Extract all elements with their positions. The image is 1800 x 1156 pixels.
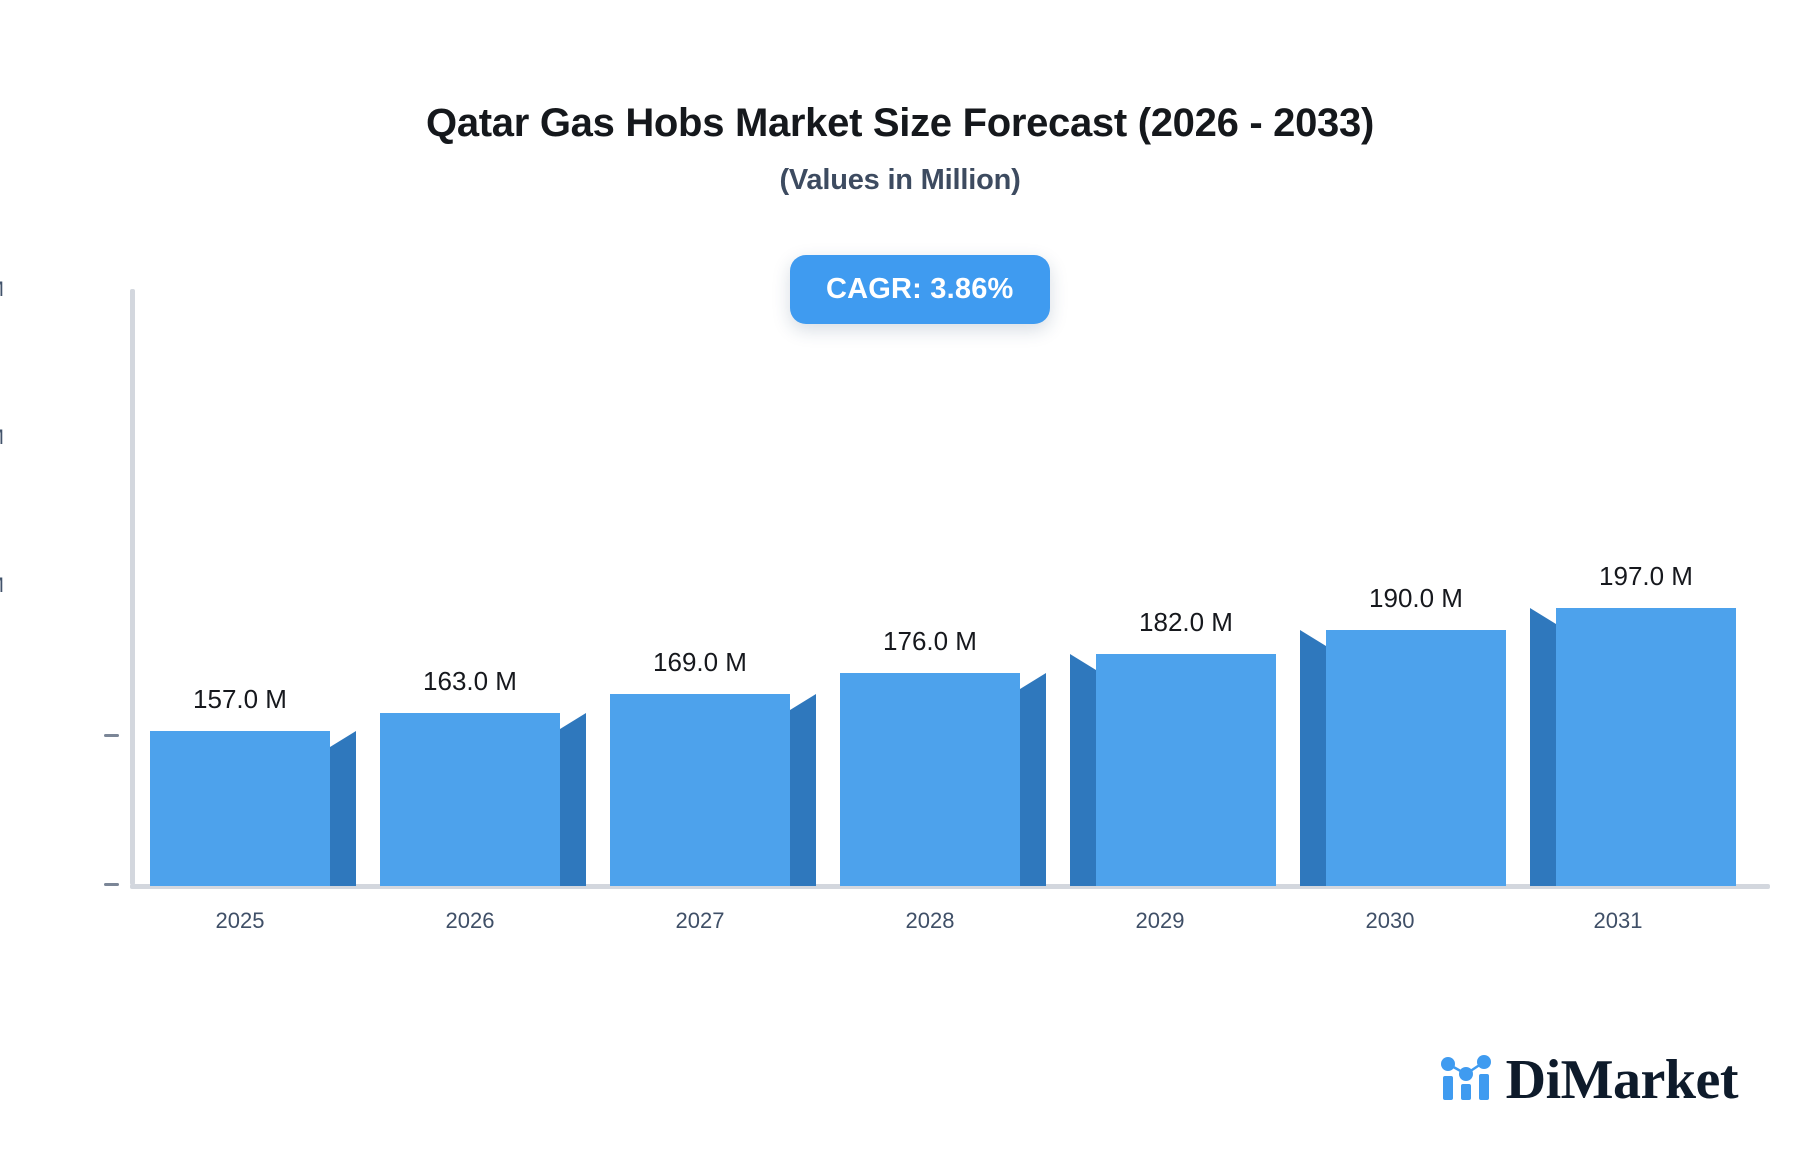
bar-front-face xyxy=(840,673,1020,886)
bar-value-label: 163.0 M xyxy=(423,666,517,696)
y-axis-tick-100: 100.0M xyxy=(0,574,122,597)
bar-front-face xyxy=(1096,654,1276,886)
bar-chart-dots-icon xyxy=(1440,1054,1492,1107)
bar-side-face xyxy=(330,731,356,886)
y-axis-tick-150: 150.0M xyxy=(0,426,122,449)
x-axis-label-2026: 2026 xyxy=(445,908,495,933)
y-axis-tick-mark xyxy=(104,883,119,886)
bar-front-face xyxy=(380,713,560,886)
bar-side-face xyxy=(1020,673,1046,886)
x-axis-label-2025: 2025 xyxy=(215,908,265,933)
x-axis-label-2028: 2028 xyxy=(905,908,955,933)
bar-2027[interactable]: 169.0 M xyxy=(610,647,816,886)
y-axis-tick-200: 200.0M xyxy=(0,278,122,301)
x-axis-label-2031: 2031 xyxy=(1593,908,1643,933)
bar-value-label: 157.0 M xyxy=(193,684,287,714)
bar-2025[interactable]: 157.0 M xyxy=(150,684,356,886)
bar-2026[interactable]: 163.0 M xyxy=(380,666,586,886)
y-axis-tick-50: 50.0M xyxy=(0,734,122,737)
chart-subtitle: (Values in Million) xyxy=(779,164,1021,196)
y-axis-tick-label: 150.0M xyxy=(0,426,4,450)
bar-value-label: 197.0 M xyxy=(1599,561,1693,591)
y-axis-tick-mark xyxy=(104,734,119,737)
bar-2029[interactable]: 182.0 M xyxy=(1070,607,1276,886)
bar-side-face xyxy=(1300,630,1326,886)
bar-2031[interactable]: 197.0 M xyxy=(1530,561,1736,886)
y-axis-line xyxy=(130,289,135,885)
bar-front-face xyxy=(1556,608,1736,886)
bar-2030[interactable]: 190.0 M xyxy=(1300,583,1506,886)
bar-value-label: 182.0 M xyxy=(1139,607,1233,637)
logo-wordmark: DiMarket xyxy=(1505,1049,1739,1111)
y-axis-tick-label: 100.0M xyxy=(0,574,4,598)
bar-front-face xyxy=(610,694,790,886)
bar-side-face xyxy=(560,713,586,886)
bar-side-face xyxy=(790,694,816,886)
x-axis-line xyxy=(130,884,1770,889)
bar-value-label: 176.0 M xyxy=(883,626,977,656)
y-axis-tick-0: 0 xyxy=(0,883,122,886)
x-axis-label-2030: 2030 xyxy=(1365,908,1415,933)
bar-front-face xyxy=(1326,630,1506,886)
chart-header: Qatar Gas Hobs Market Size Forecast (202… xyxy=(0,100,1800,197)
x-axis-label-2029: 2029 xyxy=(1135,908,1185,933)
bar-front-face xyxy=(150,731,330,886)
y-axis-tick-label: 200.0M xyxy=(0,278,4,302)
bar-side-face xyxy=(1530,608,1556,886)
x-axis-label-2027: 2027 xyxy=(675,908,725,933)
cagr-badge: CAGR: 3.86% xyxy=(790,255,1050,324)
bar-side-face xyxy=(1070,654,1096,886)
bar-value-label: 169.0 M xyxy=(653,647,747,677)
brand-logo: DiMarket xyxy=(1440,1049,1739,1111)
bar-series: 157.0 M 163.0 M 169.0 M 176.0 M 182.0 M … xyxy=(130,260,1770,886)
chart-title: Qatar Gas Hobs Market Size Forecast (202… xyxy=(426,101,1374,145)
bar-value-label: 190.0 M xyxy=(1369,583,1463,613)
bar-2028[interactable]: 176.0 M xyxy=(840,626,1046,886)
